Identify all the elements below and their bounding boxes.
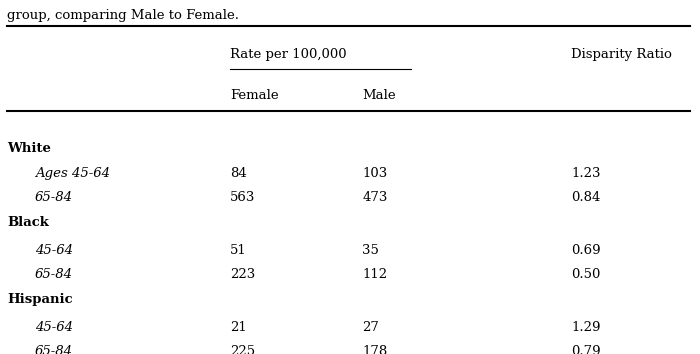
Text: 563: 563	[230, 191, 256, 204]
Text: 473: 473	[363, 191, 388, 204]
Text: 27: 27	[363, 320, 379, 333]
Text: 0.69: 0.69	[571, 244, 601, 257]
Text: Disparity Ratio: Disparity Ratio	[571, 48, 672, 61]
Text: 1.29: 1.29	[571, 320, 601, 333]
Text: 65-84: 65-84	[35, 268, 73, 281]
Text: Female: Female	[230, 89, 279, 102]
Text: 112: 112	[363, 268, 387, 281]
Text: 65-84: 65-84	[35, 191, 73, 204]
Text: Hispanic: Hispanic	[7, 293, 73, 306]
Text: 178: 178	[363, 345, 388, 354]
Text: 45-64: 45-64	[35, 244, 73, 257]
Text: 0.84: 0.84	[571, 191, 601, 204]
Text: 103: 103	[363, 167, 388, 179]
Text: 223: 223	[230, 268, 256, 281]
Text: 84: 84	[230, 167, 246, 179]
Text: Male: Male	[363, 89, 396, 102]
Text: 65-84: 65-84	[35, 345, 73, 354]
Text: White: White	[7, 142, 51, 155]
Text: 0.50: 0.50	[571, 268, 601, 281]
Text: Ages 45-64: Ages 45-64	[35, 167, 110, 179]
Text: 35: 35	[363, 244, 379, 257]
Text: group, comparing Male to Female.: group, comparing Male to Female.	[7, 9, 239, 22]
Text: 45-64: 45-64	[35, 320, 73, 333]
Text: Black: Black	[7, 216, 49, 229]
Text: 1.23: 1.23	[571, 167, 601, 179]
Text: 51: 51	[230, 244, 246, 257]
Text: Rate per 100,000: Rate per 100,000	[230, 48, 346, 61]
Text: 21: 21	[230, 320, 246, 333]
Text: 0.79: 0.79	[571, 345, 601, 354]
Text: 225: 225	[230, 345, 255, 354]
